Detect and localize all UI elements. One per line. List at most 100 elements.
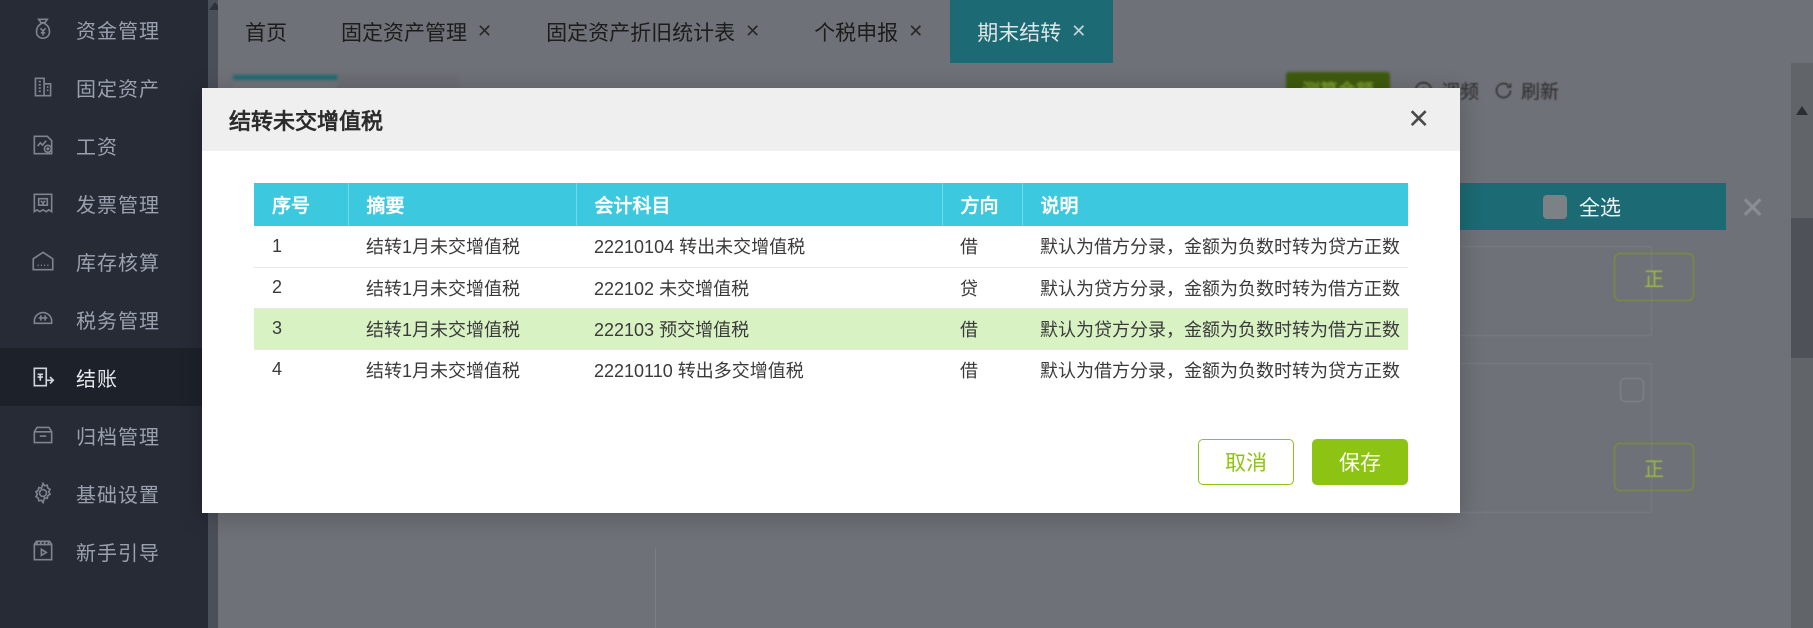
column-divider <box>655 548 656 628</box>
dialog-title: 结转未交增值税 <box>229 108 384 134</box>
tab-label: 个税申报 <box>814 21 899 45</box>
entries-table: 序号 摘要 会计科目 方向 说明 1 结转1月未交增值税 22210104 转出… <box>254 183 1408 390</box>
sidebar-item-label: 基础设置 <box>76 484 160 507</box>
cell-description: 默认为借方分录，金额为负数时转为贷方正数 <box>1040 360 1400 381</box>
scroll-up-arrow-icon[interactable] <box>1796 106 1808 115</box>
sidebar-item-fixed-assets[interactable]: 固定资产 <box>0 58 218 116</box>
warehouse-icon <box>28 246 58 276</box>
column-header-description: 说明 <box>1022 183 1408 226</box>
table-header: 序号 摘要 会计科目 方向 说明 <box>254 183 1408 226</box>
cell-direction: 贷 <box>942 267 1022 309</box>
carryover-unpaid-vat-dialog: 结转未交增值税 ✕ 序号 摘要 会计科目 方向 说明 1 结转1 <box>202 88 1460 513</box>
sidebar-item-label: 归档管理 <box>76 426 160 449</box>
tab-label: 期末结转 <box>977 21 1062 45</box>
money-bag-icon <box>28 14 58 44</box>
tab-fixed-asset-mgmt[interactable]: 固定资产管理 ✕ <box>314 0 519 63</box>
refresh-label: 刷新 <box>1521 82 1560 103</box>
sidebar-item-inventory[interactable]: 库存核算 <box>0 232 218 290</box>
sidebar-item-tax[interactable]: 税务管理 <box>0 290 218 348</box>
sidebar-item-label: 工资 <box>76 136 118 159</box>
cell-seq: 2 <box>254 267 348 309</box>
cell-abstract: 结转1月未交增值税 <box>348 267 576 309</box>
cell-direction: 借 <box>960 360 978 381</box>
sidebar-item-label: 资金管理 <box>76 20 160 43</box>
close-icon[interactable]: ✕ <box>745 21 761 41</box>
sidebar-item-payroll[interactable]: 工资 <box>0 116 218 174</box>
card-action-button[interactable]: 正 <box>1614 253 1694 301</box>
gear-icon <box>28 478 58 508</box>
tab-label: 固定资产折旧统计表 <box>546 21 736 45</box>
sidebar-item-label: 库存核算 <box>76 252 160 275</box>
cell-description: 默认为借方分录，金额为负数时转为贷方正数 <box>1022 226 1408 268</box>
close-icon[interactable]: ✕ <box>908 21 924 41</box>
select-all-checkbox[interactable] <box>1543 194 1567 219</box>
cell-direction: 借 <box>942 308 1022 350</box>
cell-seq: 4 <box>272 359 283 380</box>
column-header-subject: 会计科目 <box>576 183 943 226</box>
cell-description: 默认为贷方分录，金额为负数时转为借方正数 <box>1022 267 1408 309</box>
dialog-body: 序号 摘要 会计科目 方向 说明 1 结转1月未交增值税 22210104 转出… <box>202 151 1460 390</box>
sidebar-item-funds[interactable]: 资金管理 <box>0 0 218 58</box>
select-all-label: 全选 <box>1579 196 1621 220</box>
table-header-row: 序号 摘要 会计科目 方向 说明 <box>254 183 1408 226</box>
sidebar-item-settlement[interactable]: 结账 <box>0 348 218 406</box>
cell-subject: 222103 预交增值税 <box>576 308 942 350</box>
close-icon[interactable]: ✕ <box>477 21 493 41</box>
sidebar-item-label: 固定资产 <box>76 78 160 101</box>
tax-icon <box>28 304 58 334</box>
page-scrollbar-thumb[interactable] <box>1791 218 1813 358</box>
sidebar-item-archive[interactable]: 归档管理 <box>0 406 218 464</box>
sidebar-item-guide[interactable]: 新手引导 <box>0 522 218 580</box>
card-action-button[interactable]: 正 <box>1614 443 1694 491</box>
table-body: 1 结转1月未交增值税 22210104 转出未交增值税 借 默认为借方分录，金… <box>254 226 1408 390</box>
sidebar-item-basic-settings[interactable]: 基础设置 <box>0 464 218 522</box>
dialog-footer: 取消 保存 <box>202 439 1460 513</box>
tab-label: 首页 <box>245 21 287 45</box>
column-header-abstract: 摘要 <box>348 183 577 226</box>
cell-subject: 22210104 转出未交增值税 <box>576 226 942 268</box>
column-header-seq: 序号 <box>254 183 349 226</box>
tab-depreciation-report[interactable]: 固定资产折旧统计表 ✕ <box>519 0 787 63</box>
table-row[interactable]: 1 结转1月未交增值税 22210104 转出未交增值税 借 默认为借方分录，金… <box>254 226 1408 268</box>
tab-period-end-carryover[interactable]: 期末结转 ✕ <box>950 0 1114 63</box>
table-row[interactable]: 3 结转1月未交增值税 222103 预交增值税 借 默认为贷方分录，金额为负数… <box>254 308 1408 350</box>
sidebar-item-label: 税务管理 <box>76 310 160 333</box>
sidebar-item-label: 新手引导 <box>76 542 160 565</box>
refresh-icon <box>1495 82 1512 99</box>
close-icon[interactable]: ✕ <box>1071 21 1087 41</box>
tab-personal-tax[interactable]: 个税申报 ✕ <box>787 0 950 63</box>
settlement-icon <box>28 362 58 392</box>
card-action-label: 正 <box>1644 268 1664 291</box>
sidebar-item-label: 结账 <box>76 368 118 391</box>
building-icon <box>28 72 58 102</box>
cell-direction: 借 <box>942 226 1022 268</box>
tab-bar: 首页 固定资产管理 ✕ 固定资产折旧统计表 ✕ 个税申报 ✕ 期末结转 ✕ <box>218 0 1813 63</box>
refresh-button[interactable]: 刷新 <box>1493 77 1559 104</box>
card-action-label: 正 <box>1644 458 1664 481</box>
table-row[interactable]: 2 结转1月未交增值税 222102 未交增值税 贷 默认为贷方分录，金额为负数… <box>254 267 1408 309</box>
column-header-direction: 方向 <box>942 183 1023 226</box>
cell-seq: 1 <box>254 226 348 268</box>
invoice-icon <box>28 188 58 218</box>
sidebar-item-label: 发票管理 <box>76 194 160 217</box>
row-checkbox[interactable] <box>1620 378 1644 402</box>
page-scrollbar[interactable] <box>1791 63 1813 628</box>
cell-abstract: 结转1月未交增值税 <box>348 308 576 350</box>
archive-icon <box>28 420 58 450</box>
panel-close-icon[interactable]: ✕ <box>1740 192 1766 225</box>
scroll-up-arrow-icon[interactable] <box>209 2 218 10</box>
cell-abstract: 结转1月未交增值税 <box>366 360 521 381</box>
cell-subject: 222102 未交增值税 <box>576 267 942 309</box>
close-icon[interactable]: ✕ <box>1407 104 1430 134</box>
cell-description: 默认为贷方分录，金额为负数时转为借方正数 <box>1022 308 1408 350</box>
table-row[interactable]: 4 结转1月未交增值税 22210110 转出多交增值税 借 默认为借方分录，金… <box>254 349 1408 390</box>
sidebar: 资金管理 固定资产 工资 <box>0 0 218 628</box>
dialog-header: 结转未交增值税 ✕ <box>202 88 1460 151</box>
save-button[interactable]: 保存 <box>1312 439 1408 485</box>
cell-abstract: 结转1月未交增值税 <box>348 226 576 268</box>
sidebar-item-invoice[interactable]: 发票管理 <box>0 174 218 232</box>
tab-home[interactable]: 首页 <box>218 0 314 63</box>
cancel-button[interactable]: 取消 <box>1198 439 1294 485</box>
payroll-icon <box>28 130 58 160</box>
